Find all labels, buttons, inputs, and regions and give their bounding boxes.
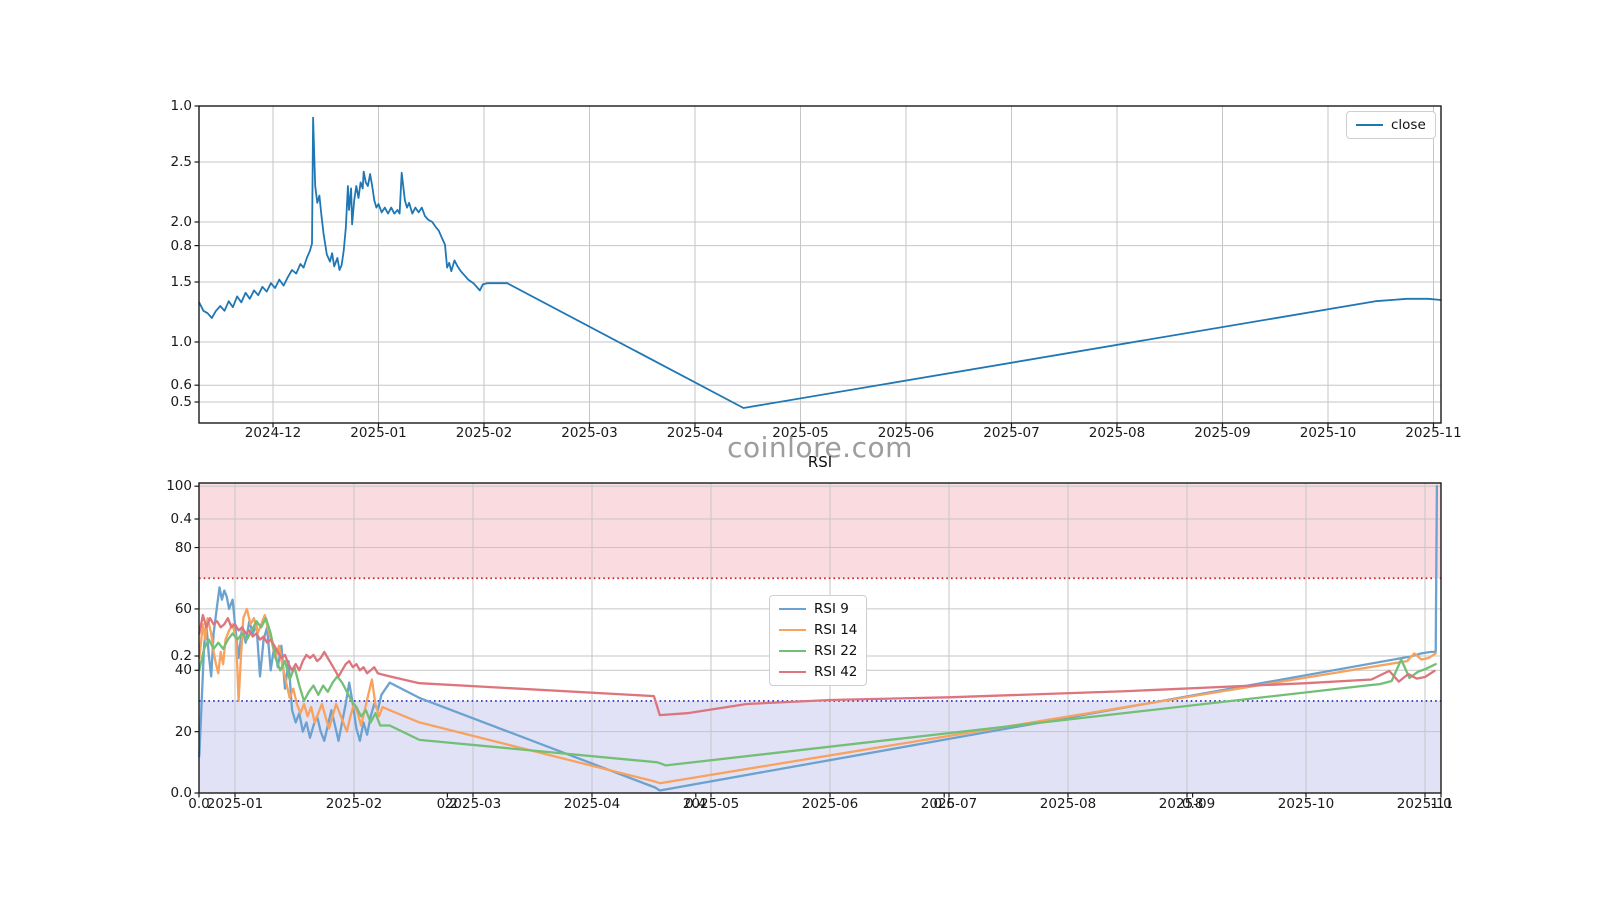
rsi22-line-swatch — [779, 650, 806, 652]
rsi-x-tick-label: 2025-02 — [325, 795, 383, 812]
watermark: coinlore.com — [727, 431, 913, 464]
legend-row-rsi42: RSI 42 — [779, 663, 857, 681]
price-x-tick-label: 2024-12 — [244, 424, 302, 441]
price-y-tick-label: 2.0 — [170, 214, 192, 230]
rsi-x-tick-label-secondary: 0.4 — [685, 795, 707, 812]
rsi-y-tick-label: 80 — [174, 539, 192, 556]
rsi-x-tick-label: 2025-07 — [920, 795, 978, 812]
close-line-swatch — [1356, 124, 1383, 126]
rsi14-line-swatch — [779, 629, 806, 631]
rsi9-line-swatch — [779, 608, 806, 610]
rsi9-legend-label: RSI 9 — [814, 601, 849, 617]
rsi42-line — [198, 613, 1436, 717]
price-x-tick-label: 2025-03 — [561, 424, 618, 441]
rsi-x-tick-label-secondary: 0.2 — [436, 795, 459, 812]
rsi-x-tick-label: 2025-06 — [801, 795, 859, 812]
rsi-x-tick-label-secondary: 1.0 — [1430, 795, 1452, 812]
price-x-tick-label: 2025-08 — [1088, 424, 1146, 441]
close-legend-label: close — [1391, 117, 1426, 133]
price-y-tick-label: 1.5 — [170, 274, 192, 290]
rsi-y-tick-label: 20 — [174, 723, 192, 740]
rsi-x-tick-label-secondary: 0.0 — [188, 795, 210, 812]
price-y-tick-label-secondary: 0.8 — [170, 237, 192, 254]
price-y-tick-label-secondary: 1.0 — [170, 98, 192, 114]
legend-row-rsi14: RSI 14 — [779, 621, 857, 639]
rsi14-line — [198, 607, 1437, 785]
rsi14-legend-label: RSI 14 — [814, 622, 858, 638]
rsi-legend: RSI 9 RSI 14 RSI 22 RSI 42 — [769, 595, 868, 686]
price-x-tick-label: 2025-06 — [877, 424, 935, 441]
rsi-y-tick-label: 100 — [166, 478, 192, 495]
price-x-tick-label: 2025-04 — [666, 424, 724, 441]
legend-row-rsi22: RSI 22 — [779, 642, 857, 660]
close-line — [198, 116, 1442, 409]
rsi-x-tick-label: 2025-05 — [682, 795, 740, 812]
rsi-x-tick-label: 2025-01 — [206, 795, 264, 812]
rsi-x-tick-label-secondary: 0.6 — [933, 795, 955, 812]
price-x-tick-label: 2025-10 — [1299, 424, 1357, 441]
legend-row-rsi9: RSI 9 — [779, 600, 857, 618]
rsi-y-tick-label: 40 — [174, 662, 192, 679]
rsi-x-tick-label: 2025-04 — [563, 795, 621, 812]
price-x-tick-label: 2025-02 — [455, 424, 513, 441]
price-x-tick-label: 2025-11 — [1405, 424, 1462, 441]
price-y-tick-label: 2.5 — [170, 154, 192, 170]
legend-row-close: close — [1356, 116, 1426, 134]
rsi-x-tick-label: 2025-10 — [1277, 795, 1335, 812]
rsi42-line-swatch — [779, 671, 806, 673]
price-x-tick-label: 2025-09 — [1194, 424, 1251, 441]
rsi-y-tick-label-secondary: 0.2 — [170, 648, 192, 664]
rsi-y-tick-label-secondary: 0.0 — [170, 785, 192, 801]
price-legend: close — [1346, 111, 1436, 139]
rsi22-legend-label: RSI 22 — [814, 643, 858, 659]
rsi-x-tick-label: 2025-08 — [1039, 795, 1097, 812]
price-x-tick-label: 2025-01 — [350, 424, 407, 441]
overbought-band — [199, 483, 1441, 579]
rsi-y-tick-label-secondary: 0.4 — [170, 511, 192, 527]
price-x-tick-label: 2025-05 — [772, 424, 829, 441]
rsi-plot-frame — [198, 482, 1442, 794]
rsi-x-tick-label: 2025-09 — [1158, 795, 1216, 812]
rsi-x-tick-label: 2025-03 — [444, 795, 502, 812]
rsi-subplot-title: RSI — [807, 453, 833, 471]
rsi-y-tick-label: 60 — [174, 600, 192, 617]
price-x-tick-label: 2025-07 — [983, 424, 1040, 441]
price-y-tick-label: 0.5 — [170, 394, 192, 410]
price-y-tick-label: 1.0 — [170, 334, 192, 350]
price-plot-frame — [198, 105, 1442, 424]
rsi-x-tick-label-secondary: 0.8 — [1181, 795, 1204, 812]
rsi42-legend-label: RSI 42 — [814, 664, 858, 680]
rsi-x-tick-label: 2025-11 — [1396, 795, 1454, 812]
rsi22-line — [198, 616, 1437, 767]
price-y-tick-label-secondary: 0.6 — [170, 377, 192, 394]
